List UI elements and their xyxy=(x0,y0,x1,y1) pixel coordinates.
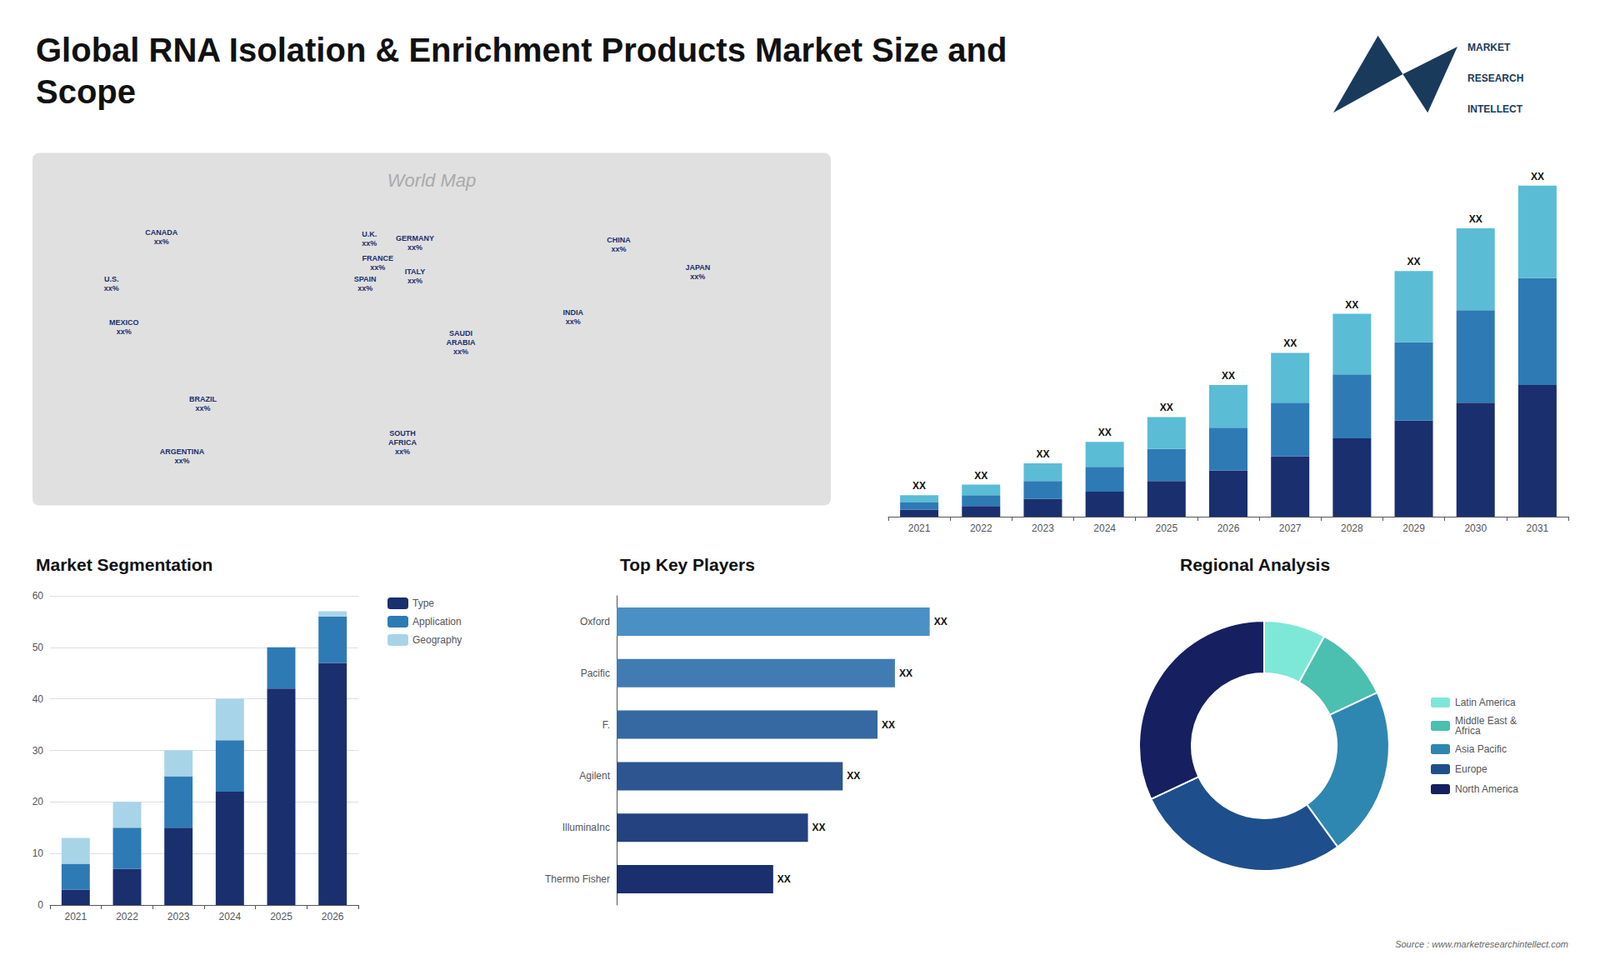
svg-text:XX: XX xyxy=(881,719,895,731)
svg-text:SAUDI: SAUDI xyxy=(449,329,473,338)
svg-text:XX: XX xyxy=(1160,401,1174,414)
svg-text:XX: XX xyxy=(934,615,948,628)
svg-text:XX: XX xyxy=(974,470,988,482)
svg-text:Scope: Scope xyxy=(35,73,136,110)
svg-text:RESEARCH: RESEARCH xyxy=(1467,72,1524,85)
svg-text:xx%: xx% xyxy=(453,347,469,356)
svg-text:2021: 2021 xyxy=(64,910,87,923)
svg-text:FRANCE: FRANCE xyxy=(361,254,394,263)
svg-text:2027: 2027 xyxy=(1279,522,1302,535)
svg-text:xx%: xx% xyxy=(154,237,170,246)
svg-text:2022: 2022 xyxy=(970,522,993,535)
svg-text:Thermo Fisher: Thermo Fisher xyxy=(545,873,610,885)
svg-text:2026: 2026 xyxy=(1217,522,1240,535)
svg-text:2023: 2023 xyxy=(1031,522,1055,535)
svg-text:xx%: xx% xyxy=(370,263,385,272)
svg-text:Geography: Geography xyxy=(412,634,462,646)
svg-text:xx%: xx% xyxy=(361,239,377,248)
svg-text:Oxford: Oxford xyxy=(580,615,610,628)
svg-text:MARKET: MARKET xyxy=(1467,41,1511,54)
svg-text:ITALY: ITALY xyxy=(405,267,426,276)
svg-text:Application: Application xyxy=(412,615,462,628)
svg-text:50: 50 xyxy=(32,641,45,654)
svg-text:Agilent: Agilent xyxy=(579,770,610,782)
svg-text:2024: 2024 xyxy=(218,910,241,923)
svg-text:CHINA: CHINA xyxy=(606,235,631,245)
svg-text:xx%: xx% xyxy=(395,447,410,456)
svg-text:AFRICA: AFRICA xyxy=(388,438,417,447)
svg-text:2024: 2024 xyxy=(1093,522,1116,535)
svg-text:Regional Analysis: Regional Analysis xyxy=(1180,555,1330,575)
svg-text:Top Key Players: Top Key Players xyxy=(620,555,755,575)
svg-text:XX: XX xyxy=(1345,299,1359,311)
svg-text:Asia Pacific: Asia Pacific xyxy=(1455,743,1507,755)
svg-text:xx%: xx% xyxy=(357,284,373,293)
svg-text:30: 30 xyxy=(32,745,45,757)
svg-text:0: 0 xyxy=(37,899,44,911)
svg-text:North America: North America xyxy=(1455,783,1519,795)
svg-text:xx%: xx% xyxy=(175,456,190,465)
svg-text:U.S.: U.S. xyxy=(104,275,120,284)
svg-text:20: 20 xyxy=(32,795,45,808)
svg-text:XX: XX xyxy=(1469,213,1483,225)
svg-text:2026: 2026 xyxy=(321,910,345,923)
svg-text:XX: XX xyxy=(1035,448,1050,460)
svg-text:Type: Type xyxy=(412,597,435,610)
svg-text:MEXICO: MEXICO xyxy=(109,318,140,327)
svg-text:SOUTH: SOUTH xyxy=(389,429,416,438)
svg-text:10: 10 xyxy=(32,847,45,860)
svg-text:XX: XX xyxy=(912,480,926,492)
svg-text:ARABIA: ARABIA xyxy=(445,338,475,347)
svg-text:xx%: xx% xyxy=(116,327,132,336)
svg-text:2022: 2022 xyxy=(115,910,139,923)
svg-text:XX: XX xyxy=(812,821,826,834)
svg-text:XX: XX xyxy=(1407,255,1421,268)
svg-text:Global RNA Isolation & Enrichm: Global RNA Isolation & Enrichment Produc… xyxy=(35,31,1007,69)
svg-text:CANADA: CANADA xyxy=(145,228,178,237)
svg-text:2025: 2025 xyxy=(1155,522,1178,535)
svg-text:xx%: xx% xyxy=(565,317,581,326)
svg-text:xx%: xx% xyxy=(104,284,120,293)
svg-text:xx%: xx% xyxy=(407,276,423,285)
svg-text:ARGENTINA: ARGENTINA xyxy=(160,447,205,456)
svg-text:2025: 2025 xyxy=(270,910,293,923)
svg-text:JAPAN: JAPAN xyxy=(685,263,710,272)
svg-text:SPAIN: SPAIN xyxy=(354,275,377,284)
svg-text:xx%: xx% xyxy=(195,404,211,413)
svg-text:60: 60 xyxy=(32,590,45,602)
svg-text:xx%: xx% xyxy=(407,243,423,252)
svg-text:Europe: Europe xyxy=(1455,763,1488,775)
svg-text:INDIA: INDIA xyxy=(562,308,584,317)
svg-text:Source : www.marketresearchint: Source : www.marketresearchintellect.com xyxy=(1395,939,1569,950)
svg-text:40: 40 xyxy=(32,693,45,705)
svg-text:2030: 2030 xyxy=(1464,522,1487,535)
svg-text:2028: 2028 xyxy=(1340,522,1364,535)
svg-text:2031: 2031 xyxy=(1526,522,1550,535)
svg-text:2029: 2029 xyxy=(1402,522,1425,535)
svg-text:Market Segmentation: Market Segmentation xyxy=(35,555,213,575)
svg-text:XX: XX xyxy=(777,873,791,885)
svg-text:xx%: xx% xyxy=(611,245,627,254)
svg-text:XX: XX xyxy=(1098,426,1112,439)
svg-text:Pacific: Pacific xyxy=(580,667,610,680)
svg-text:BRAZIL: BRAZIL xyxy=(189,395,217,404)
svg-text:U.K.: U.K. xyxy=(361,230,377,239)
svg-text:INTELLECT: INTELLECT xyxy=(1467,103,1524,115)
svg-text:Latin America: Latin America xyxy=(1455,696,1516,709)
svg-text:IlluminaInc: IlluminaInc xyxy=(562,821,610,834)
svg-text:F.: F. xyxy=(602,719,610,731)
svg-text:2023: 2023 xyxy=(167,910,190,923)
svg-text:World Map: World Map xyxy=(387,170,476,191)
svg-text:XX: XX xyxy=(1283,337,1297,350)
svg-text:XX: XX xyxy=(899,667,913,680)
svg-text:Africa: Africa xyxy=(1455,725,1481,737)
svg-text:xx%: xx% xyxy=(690,272,705,281)
svg-text:XX: XX xyxy=(1530,170,1545,183)
svg-text:2021: 2021 xyxy=(908,522,931,535)
svg-text:Middle East &: Middle East & xyxy=(1455,715,1517,727)
svg-text:XX: XX xyxy=(1221,370,1235,382)
svg-text:GERMANY: GERMANY xyxy=(395,234,435,243)
svg-text:XX: XX xyxy=(846,770,860,782)
